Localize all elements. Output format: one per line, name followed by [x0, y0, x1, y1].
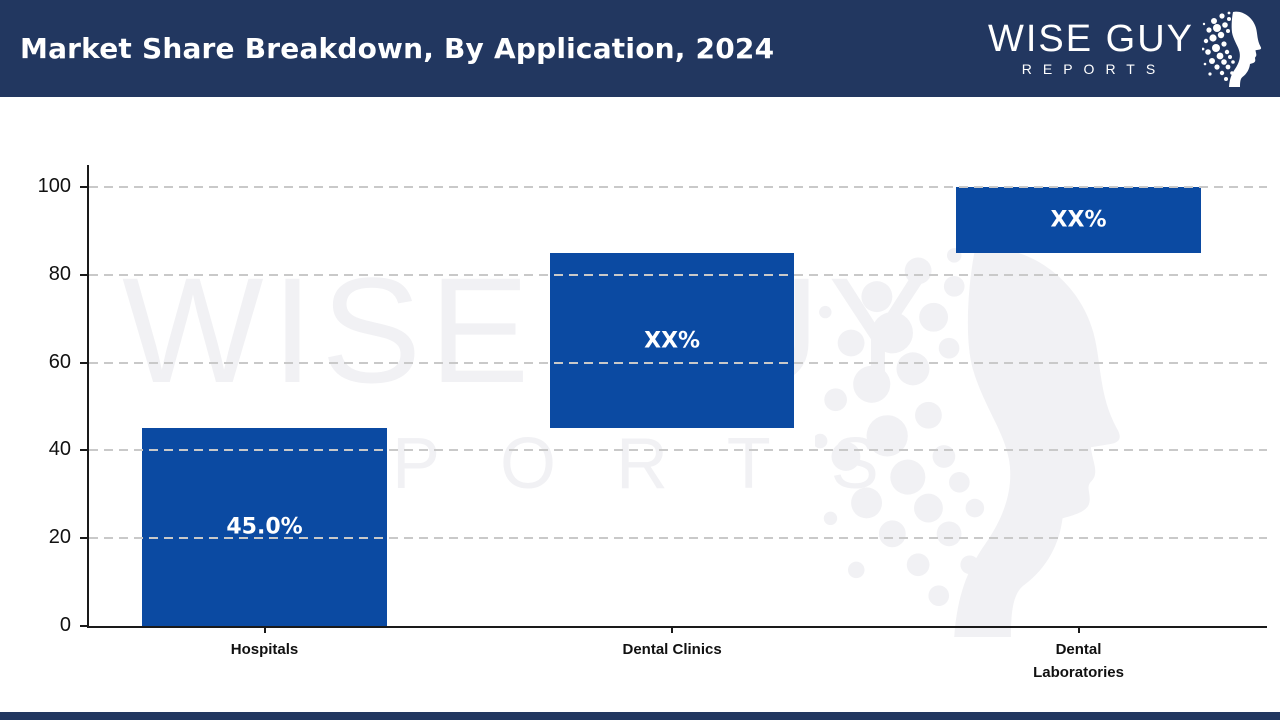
- bar-dental-clinics: [549, 252, 795, 429]
- bar-value-label: 45.0%: [226, 514, 303, 540]
- y-tick-mark: [80, 449, 87, 452]
- y-axis-line: [87, 165, 89, 628]
- x-category-label-line: Dental: [1055, 641, 1102, 658]
- footer-bar: [0, 712, 1280, 720]
- bar-value-label: XX%: [644, 328, 701, 354]
- y-tick-label: 100: [37, 174, 71, 197]
- gridline-60: [89, 361, 1267, 364]
- header: Market Share Breakdown, By Application, …: [0, 0, 1280, 97]
- chart-area: WISE GUY REPORTS 45.0% XX% XX% 0 20 40 60 80 100…: [0, 97, 1280, 712]
- x-category-label: Dental Clinics: [623, 639, 722, 662]
- y-tick-mark: [80, 273, 87, 276]
- x-category-label: Hospitals: [231, 639, 299, 662]
- brand-logo: WISE GUY REPORTS: [988, 9, 1266, 89]
- bar-hospitals: [142, 428, 387, 626]
- page-title: Market Share Breakdown, By Application, …: [20, 32, 775, 65]
- y-tick-label: 60: [48, 350, 71, 373]
- y-tick-label: 0: [59, 614, 71, 636]
- x-axis-line: [87, 626, 1267, 628]
- logo-wordmark: WISE GUY: [987, 18, 1194, 60]
- y-tick-mark: [80, 537, 87, 540]
- y-tick-label: 20: [48, 526, 71, 549]
- bar-dental-laboratories: [956, 186, 1201, 253]
- x-category-label: Dental Laboratories: [1033, 639, 1124, 684]
- bar-value-label: XX%: [1050, 207, 1107, 233]
- x-category-label-line: Dental Clinics: [622, 641, 722, 658]
- gridline-40: [89, 449, 1267, 452]
- logo-head-icon: [1202, 9, 1266, 89]
- y-tick-mark: [80, 625, 87, 627]
- gridline-80: [89, 273, 1267, 276]
- x-tick-mark: [263, 626, 266, 633]
- x-tick-mark: [671, 626, 674, 633]
- y-tick-label: 80: [48, 262, 71, 285]
- y-tick-mark: [80, 185, 87, 188]
- x-category-label-line: Laboratories: [1033, 663, 1124, 681]
- x-category-label-line: Hospitals: [230, 641, 299, 658]
- y-tick-mark: [80, 361, 87, 364]
- gridline-20: [89, 537, 1267, 540]
- logo-wordmark-block: WISE GUY REPORTS: [988, 20, 1194, 77]
- gridline-100: [89, 185, 1267, 188]
- logo-subtitle: REPORTS: [1021, 61, 1167, 77]
- y-tick-label: 40: [48, 438, 71, 461]
- plot-area: 45.0% XX% XX% 0 20 40 60 80 100 Hospitals Dental C…: [38, 165, 1267, 681]
